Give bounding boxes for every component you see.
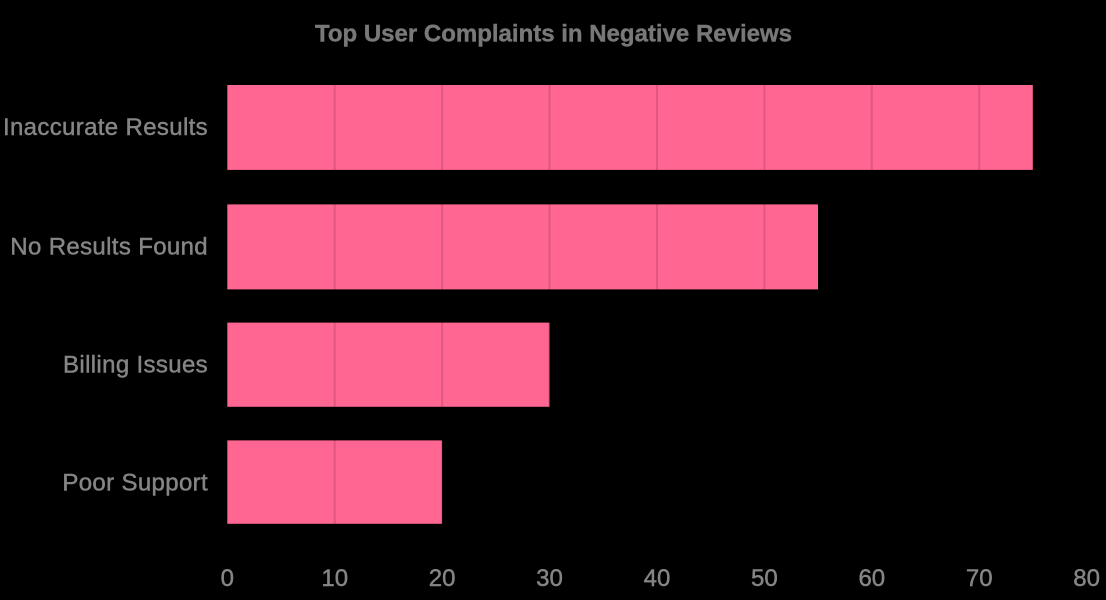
svg-text:Top User Complaints in Negativ: Top User Complaints in Negative Reviews: [315, 20, 792, 47]
svg-text:50: 50: [751, 565, 778, 592]
svg-text:40: 40: [644, 565, 671, 592]
svg-text:Billing Issues: Billing Issues: [63, 351, 208, 378]
svg-text:Poor Support: Poor Support: [62, 469, 208, 496]
svg-text:80: 80: [1073, 565, 1100, 592]
svg-text:30: 30: [536, 565, 563, 592]
svg-text:No Results Found: No Results Found: [10, 233, 208, 260]
svg-text:0: 0: [221, 565, 234, 592]
svg-text:70: 70: [966, 565, 993, 592]
svg-text:Inaccurate Results: Inaccurate Results: [3, 114, 208, 141]
svg-text:10: 10: [321, 565, 348, 592]
svg-text:20: 20: [429, 565, 456, 592]
svg-text:60: 60: [858, 565, 885, 592]
